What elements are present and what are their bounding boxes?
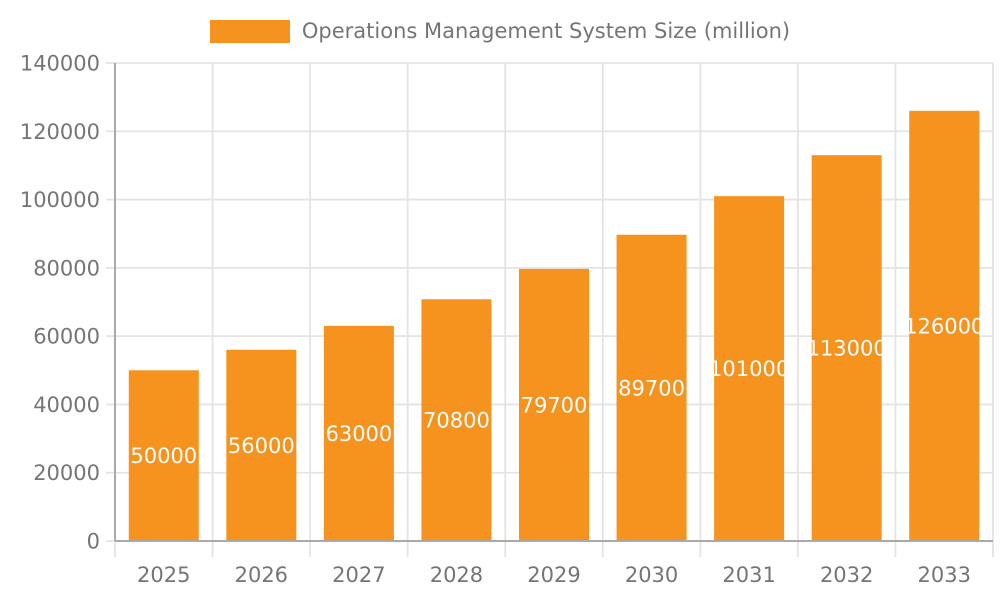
x-axis-tick-label: 2029 (527, 563, 580, 587)
y-axis-tick-label: 120000 (20, 120, 100, 144)
bar-value-label: 63000 (325, 422, 392, 446)
bar-value-label: 70800 (423, 409, 490, 433)
y-axis-tick-label: 140000 (20, 52, 100, 76)
bar-value-label: 50000 (130, 444, 197, 468)
bar (323, 325, 394, 541)
y-axis-tick-label: 80000 (33, 256, 100, 280)
bar (811, 155, 882, 541)
bar (421, 299, 492, 541)
bar-value-label: 89700 (618, 376, 685, 400)
x-axis-tick-label: 2025 (137, 563, 190, 587)
y-axis-tick-label: 40000 (33, 393, 100, 417)
bar-value-label: 113000 (807, 337, 887, 361)
x-axis-tick-label: 2031 (722, 563, 775, 587)
bar (128, 370, 199, 541)
y-axis-tick-label: 100000 (20, 188, 100, 212)
bar (616, 234, 687, 541)
x-axis-tick-label: 2033 (917, 563, 970, 587)
x-axis-tick-label: 2028 (430, 563, 483, 587)
bar (909, 110, 980, 542)
x-axis-tick-label: 2027 (332, 563, 385, 587)
bar-value-label: 126000 (904, 314, 984, 338)
y-axis-tick-label: 60000 (33, 325, 100, 349)
bar-value-label: 79700 (521, 393, 588, 417)
bar-value-label: 101000 (709, 357, 789, 381)
x-axis-tick-label: 2032 (820, 563, 873, 587)
y-axis-tick-label: 20000 (33, 461, 100, 485)
bar (714, 196, 785, 541)
x-axis-tick-label: 2026 (235, 563, 288, 587)
y-axis-tick-label: 0 (87, 530, 100, 554)
bar (519, 268, 589, 541)
bar (226, 349, 297, 541)
bar-value-label: 56000 (228, 434, 295, 458)
x-axis-tick-label: 2030 (625, 563, 678, 587)
